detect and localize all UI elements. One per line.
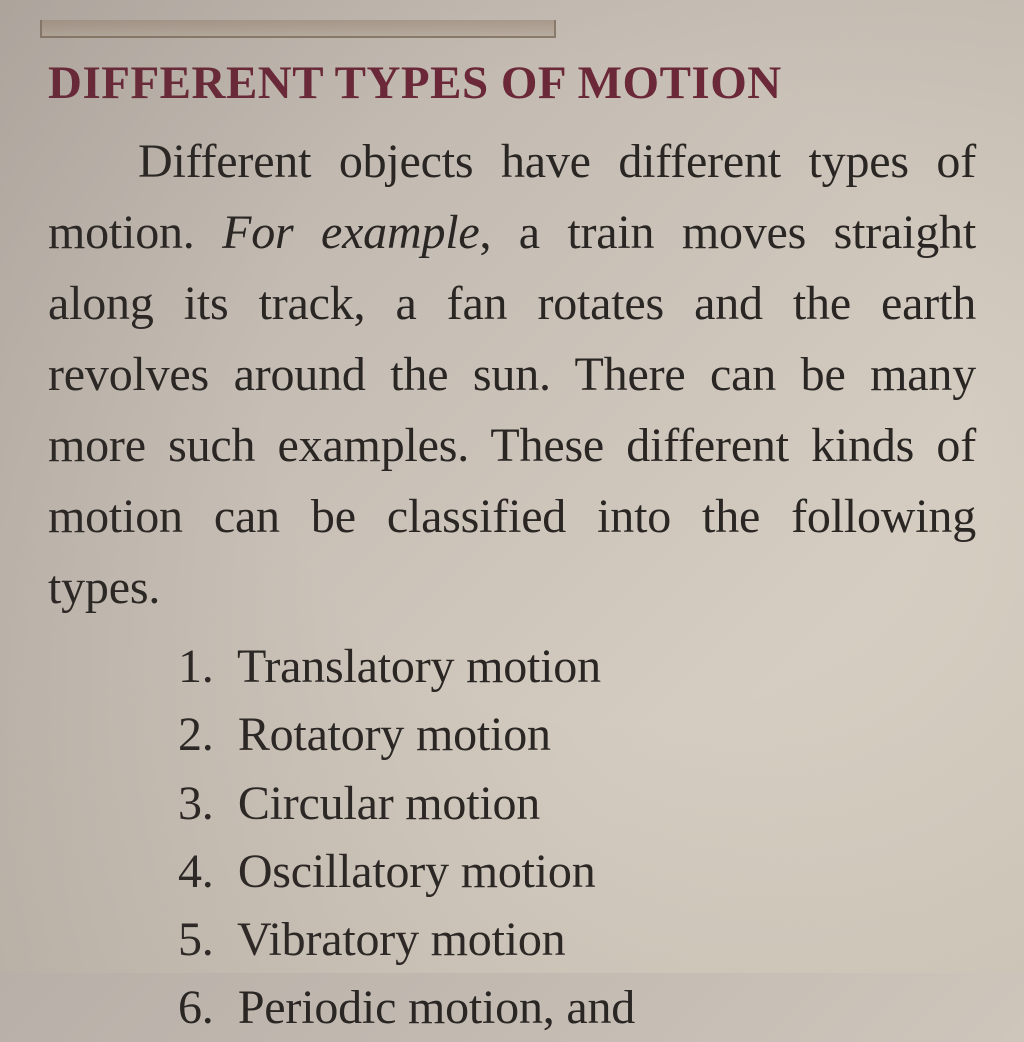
list-item: 2. Rotatory motion: [178, 701, 976, 769]
section-heading: DIFFERENT TYPES OF MOTION: [48, 56, 976, 110]
list-label: Translatory motion: [237, 640, 601, 693]
list-num: 5.: [178, 906, 226, 974]
motion-types-list: 1. Translatory motion 2. Rotatory motion…: [48, 633, 976, 1042]
list-num: 6.: [178, 974, 226, 1042]
textbook-page: DIFFERENT TYPES OF MOTION Different obje…: [0, 0, 1024, 1042]
list-item: 6. Periodic motion, and: [178, 974, 976, 1042]
list-label: Oscillatory motion: [238, 845, 596, 898]
list-item: 5. Vibratory motion: [178, 906, 976, 974]
list-item: 1. Translatory motion: [178, 633, 976, 701]
list-label: Vibratory motion: [237, 913, 566, 966]
list-label: Circular motion: [238, 777, 540, 830]
top-box-border: [40, 20, 556, 38]
para-text-after: , a train moves straight along its track…: [48, 206, 976, 614]
list-num: 2.: [178, 701, 226, 769]
list-num: 3.: [178, 770, 226, 838]
list-num: 4.: [178, 838, 226, 906]
list-label: Periodic motion, and: [238, 981, 635, 1034]
para-italic: For example: [222, 206, 479, 259]
intro-paragraph: Different objects have different types o…: [48, 126, 976, 623]
list-item: 3. Circular motion: [178, 770, 976, 838]
list-item: 4. Oscillatory motion: [178, 838, 976, 906]
list-num: 1.: [178, 633, 226, 701]
list-label: Rotatory motion: [238, 708, 551, 761]
